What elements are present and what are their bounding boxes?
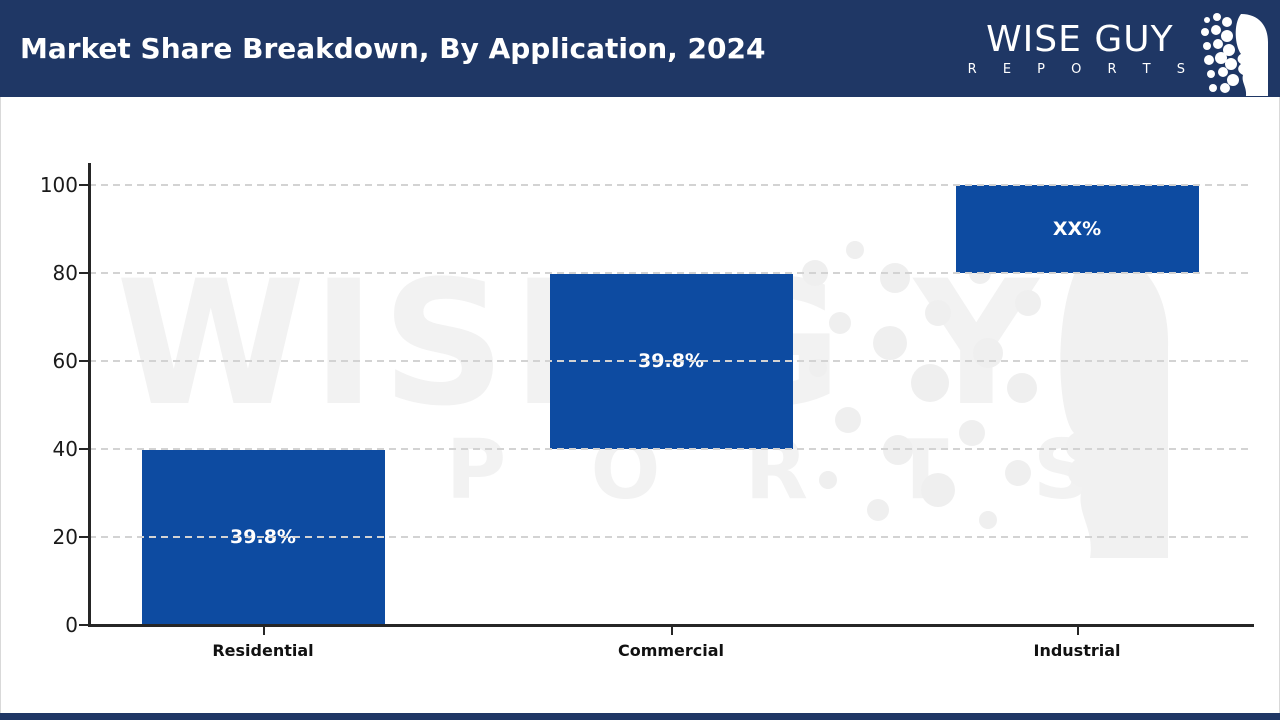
- y-tick-label-60: 60: [52, 349, 78, 373]
- brand-name: WISE GUY: [986, 19, 1174, 60]
- gridline-80: [89, 272, 1253, 274]
- y-tick-mark-80: [79, 272, 88, 274]
- gridline-40: [89, 448, 1253, 450]
- x-tick-mark-residential: [263, 627, 265, 635]
- watermark-face-dots: [802, 241, 1169, 558]
- header-band: Market Share Breakdown, By Application, …: [0, 0, 1280, 97]
- category-label-commercial: Commercial: [617, 641, 725, 660]
- brand-logo-text: WISE GUY R E P O R T S: [964, 19, 1196, 78]
- y-tick-mark-0: [79, 624, 88, 626]
- y-tick-label-80: 80: [52, 261, 78, 285]
- footer-band: [0, 713, 1280, 720]
- y-tick-label-100: 100: [39, 173, 78, 197]
- x-tick-mark-commercial: [671, 627, 673, 635]
- y-tick-label-40: 40: [52, 437, 78, 461]
- x-axis-line: [88, 624, 1254, 627]
- page-title: Market Share Breakdown, By Application, …: [20, 32, 766, 65]
- category-label-residential: Residential: [212, 641, 314, 660]
- brand-subname: R E P O R T S: [967, 62, 1196, 77]
- bar-value-label-industrial: XX%: [1052, 218, 1102, 240]
- wiseguy-face-icon: [1201, 13, 1268, 96]
- bar-industrial: XX%: [955, 185, 1199, 273]
- y-tick-label-0: 0: [65, 613, 78, 637]
- gridline-60: [89, 360, 1253, 362]
- y-tick-mark-20: [79, 536, 88, 538]
- y-tick-mark-40: [79, 448, 88, 450]
- gridline-100: [89, 184, 1253, 186]
- y-tick-mark-60: [79, 360, 88, 362]
- x-tick-mark-industrial: [1077, 627, 1079, 635]
- category-label-industrial: Industrial: [1033, 641, 1121, 660]
- y-axis-line: [88, 163, 91, 627]
- brand-logo: WISE GUY R E P O R T S: [964, 12, 1270, 96]
- y-tick-mark-100: [79, 184, 88, 186]
- plot-area: 39.8% 39.8% XX%: [89, 184, 1253, 625]
- y-tick-label-20: 20: [52, 525, 78, 549]
- gridline-20: [89, 536, 1253, 538]
